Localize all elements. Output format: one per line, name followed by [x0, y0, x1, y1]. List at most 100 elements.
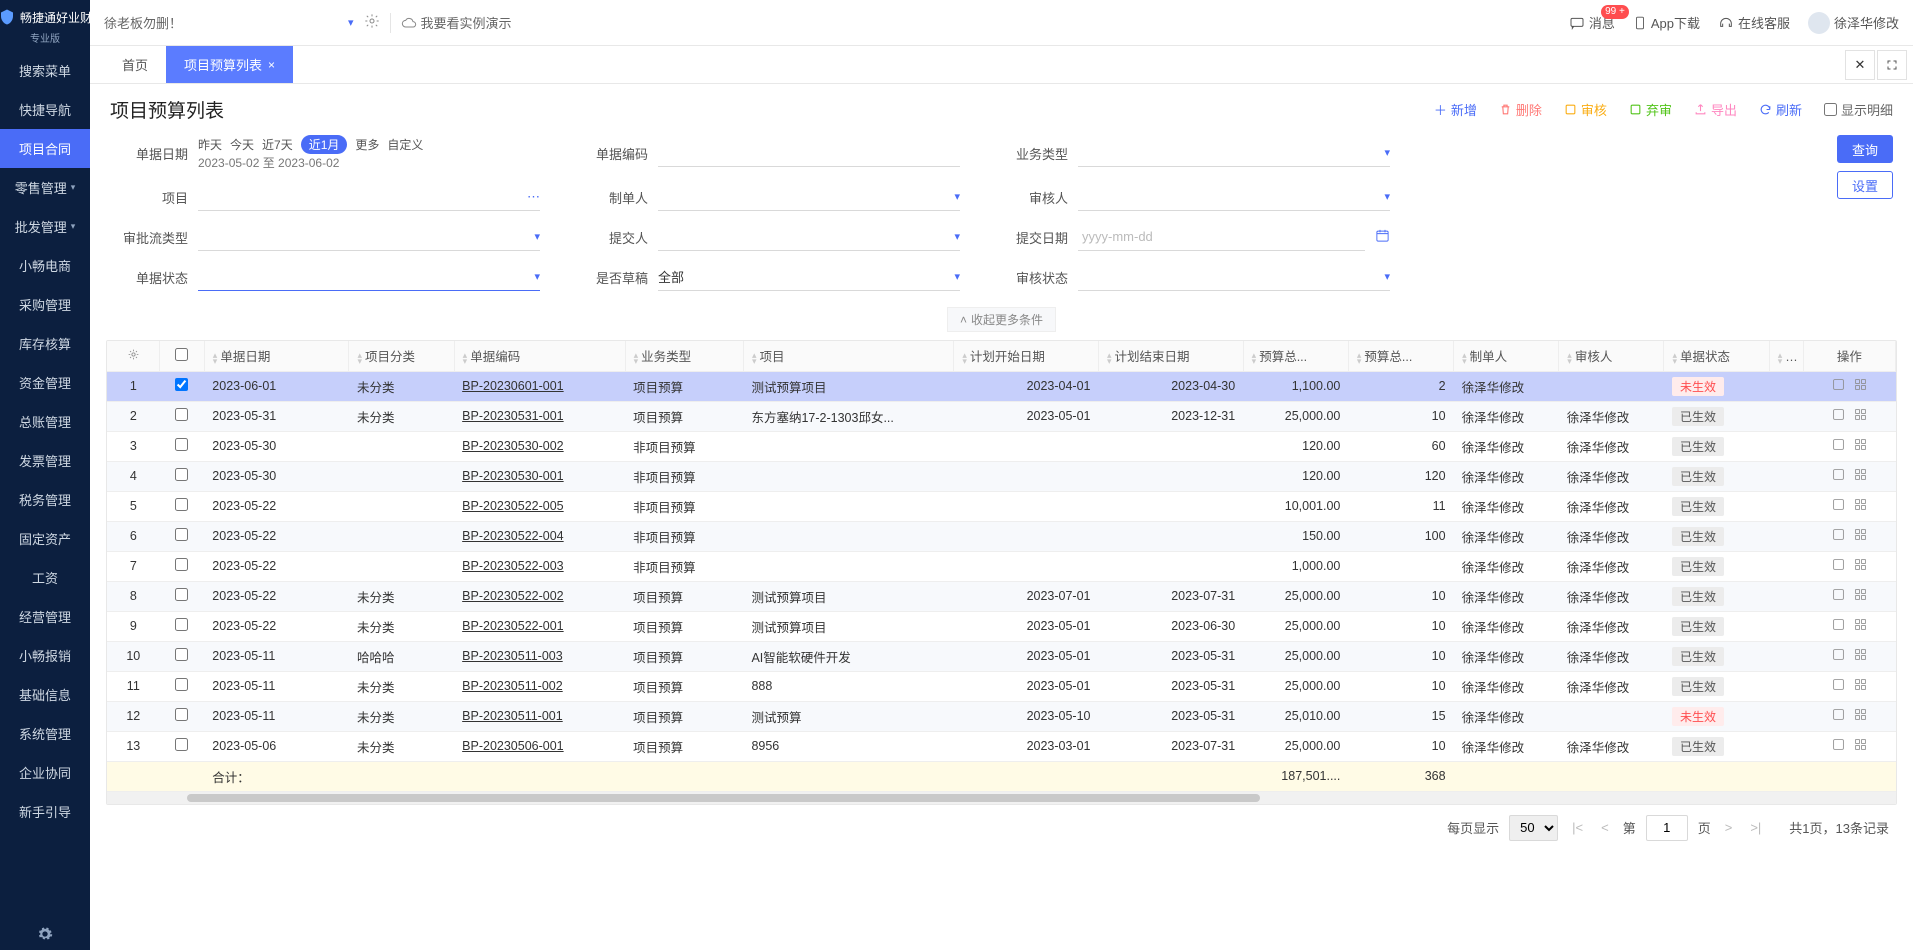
row-checkbox[interactable] [175, 588, 188, 601]
view-icon[interactable] [1832, 530, 1845, 544]
chip-more[interactable]: 更多 [355, 136, 379, 153]
chip-yesterday[interactable]: 昨天 [198, 136, 222, 153]
view-icon[interactable] [1832, 470, 1845, 484]
table-row[interactable]: 72023-05-22BP-20230522-003非项目预算1,000.00徐… [107, 551, 1896, 581]
more-icon[interactable] [1854, 500, 1867, 514]
sidebar-item[interactable]: 项目合同 [0, 129, 90, 168]
col-cat[interactable]: ▴▾项目分类 [349, 341, 454, 371]
view-icon[interactable] [1832, 380, 1845, 394]
table-row[interactable]: 12023-06-01未分类BP-20230601-001项目预算测试预算项目2… [107, 371, 1896, 401]
tenant-selector[interactable]: 徐老板勿删！ ▾ [104, 13, 354, 32]
row-checkbox[interactable] [175, 618, 188, 631]
bill-code-link[interactable]: BP-20230522-004 [462, 529, 563, 543]
more-icon[interactable] [1854, 680, 1867, 694]
filter-code-input[interactable] [658, 139, 960, 167]
more-icon[interactable] [1854, 740, 1867, 754]
demo-link[interactable]: 我要看实例演示 [401, 13, 512, 32]
bill-code-link[interactable]: BP-20230506-001 [462, 739, 563, 753]
table-row[interactable]: 112023-05-11未分类BP-20230511-002项目预算888202… [107, 671, 1896, 701]
sidebar-item[interactable]: 零售管理▾ [0, 168, 90, 207]
col-bud1[interactable]: ▴▾预算总... [1243, 341, 1348, 371]
chip-7d[interactable]: 近7天 [262, 136, 293, 153]
bill-code-link[interactable]: BP-20230522-005 [462, 499, 563, 513]
view-icon[interactable] [1832, 410, 1845, 424]
col-pend[interactable]: ▴▾计划结束日期 [1099, 341, 1244, 371]
view-icon[interactable] [1832, 620, 1845, 634]
sidebar-settings[interactable] [0, 917, 90, 950]
page-last[interactable]: >| [1746, 820, 1765, 835]
fullscreen-toggle[interactable] [1877, 50, 1907, 80]
col-pstart[interactable]: ▴▾计划开始日期 [954, 341, 1099, 371]
more-icon[interactable] [1854, 380, 1867, 394]
sidebar-item[interactable]: 库存核算 [0, 324, 90, 363]
col-code[interactable]: ▴▾单据编码 [454, 341, 625, 371]
filter-billstate-select[interactable]: ▾ [198, 263, 540, 291]
sidebar-item[interactable]: 资金管理 [0, 363, 90, 402]
row-checkbox[interactable] [175, 528, 188, 541]
more-icon[interactable] [1854, 650, 1867, 664]
bill-code-link[interactable]: BP-20230601-001 [462, 379, 563, 393]
more-icon[interactable] [1854, 530, 1867, 544]
sidebar-item[interactable]: 快捷导航 [0, 90, 90, 129]
row-checkbox[interactable] [175, 378, 188, 391]
page-first[interactable]: |< [1568, 820, 1587, 835]
view-icon[interactable] [1832, 590, 1845, 604]
col-maker[interactable]: ▴▾制单人 [1454, 341, 1559, 371]
bill-code-link[interactable]: BP-20230511-001 [462, 709, 563, 723]
close-icon[interactable]: × [268, 58, 275, 72]
bill-code-link[interactable]: BP-20230511-002 [462, 679, 563, 693]
export-button[interactable]: 导出 [1694, 100, 1737, 119]
row-checkbox[interactable] [175, 738, 188, 751]
bill-code-link[interactable]: BP-20230530-001 [462, 469, 563, 483]
row-checkbox[interactable] [175, 678, 188, 691]
bill-code-link[interactable]: BP-20230522-001 [462, 619, 563, 633]
row-checkbox[interactable] [175, 648, 188, 661]
tab-close-all[interactable]: ✕ [1845, 50, 1875, 80]
sidebar-item[interactable]: 采购管理 [0, 285, 90, 324]
row-checkbox[interactable] [175, 708, 188, 721]
col-state[interactable]: ▴▾单据状态 [1664, 341, 1769, 371]
row-checkbox[interactable] [175, 468, 188, 481]
bill-code-link[interactable]: BP-20230511-003 [462, 649, 563, 663]
add-button[interactable]: ＋ 新增 [1434, 100, 1477, 119]
sidebar-item[interactable]: 小畅报销 [0, 636, 90, 675]
view-icon[interactable] [1832, 440, 1845, 454]
tenant-settings-icon[interactable] [364, 13, 380, 32]
row-checkbox[interactable] [175, 408, 188, 421]
filter-project-select[interactable]: ⋯ [198, 183, 540, 211]
more-icon[interactable] [1854, 620, 1867, 634]
refresh-button[interactable]: 刷新 [1759, 100, 1802, 119]
filter-maker-select[interactable]: ▾ [658, 183, 960, 211]
messages-button[interactable]: 消息 99 + [1569, 13, 1615, 32]
row-checkbox[interactable] [175, 438, 188, 451]
column-config-button[interactable] [107, 341, 160, 371]
sidebar-item[interactable]: 经营管理 [0, 597, 90, 636]
view-icon[interactable] [1832, 740, 1845, 754]
page-number-input[interactable] [1646, 815, 1688, 841]
col-auditor[interactable]: ▴▾审核人 [1559, 341, 1664, 371]
tab-home[interactable]: 首页 [104, 46, 166, 83]
sidebar-item[interactable]: 工资 [0, 558, 90, 597]
view-icon[interactable] [1832, 710, 1845, 724]
table-row[interactable]: 92023-05-22未分类BP-20230522-001项目预算测试预算项目2… [107, 611, 1896, 641]
delete-button[interactable]: 删除 [1499, 100, 1542, 119]
chip-custom[interactable]: 自定义 [387, 136, 423, 153]
table-row[interactable]: 82023-05-22未分类BP-20230522-002项目预算测试预算项目2… [107, 581, 1896, 611]
sidebar-item[interactable]: 企业协同 [0, 753, 90, 792]
sidebar-item[interactable]: 系统管理 [0, 714, 90, 753]
table-row[interactable]: 132023-05-06未分类BP-20230506-001项目预算895620… [107, 731, 1896, 761]
filter-submitdate-input[interactable] [1078, 223, 1365, 251]
table-row[interactable]: 52023-05-22BP-20230522-005非项目预算10,001.00… [107, 491, 1896, 521]
row-checkbox[interactable] [175, 558, 188, 571]
chip-1m[interactable]: 近1月 [301, 135, 348, 154]
collapse-filters-button[interactable]: ˄ 收起更多条件 [947, 307, 1056, 332]
page-next[interactable]: > [1721, 820, 1737, 835]
col-date[interactable]: ▴▾单据日期 [204, 341, 349, 371]
table-row[interactable]: 122023-05-11未分类BP-20230511-001项目预算测试预算20… [107, 701, 1896, 731]
table-row[interactable]: 32023-05-30BP-20230530-002非项目预算120.0060徐… [107, 431, 1896, 461]
more-icon[interactable] [1854, 440, 1867, 454]
chip-today[interactable]: 今天 [230, 136, 254, 153]
calendar-icon[interactable] [1375, 228, 1390, 246]
select-all-checkbox[interactable] [160, 341, 205, 371]
view-icon[interactable] [1832, 650, 1845, 664]
